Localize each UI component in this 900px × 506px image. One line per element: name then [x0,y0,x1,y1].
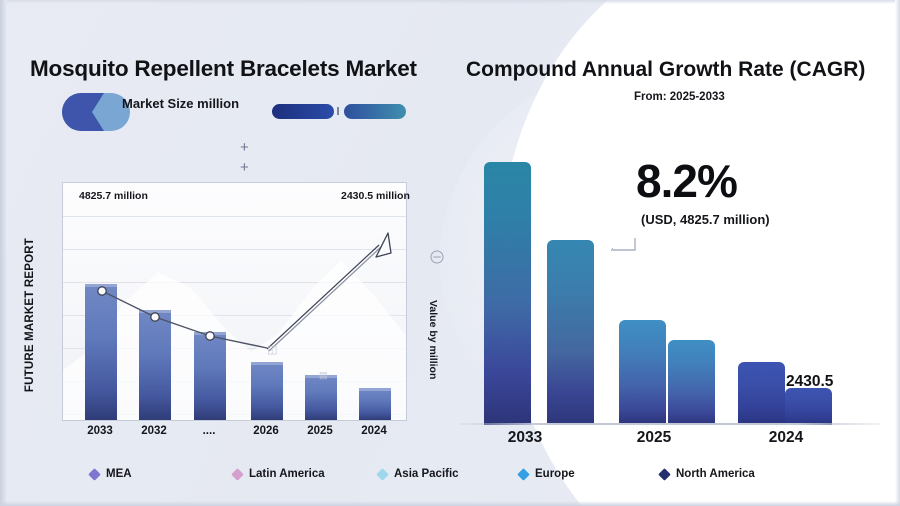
x-tick-2026: 2026 [253,425,279,437]
cagr-period: From: 2025-2033 [634,91,725,103]
legend-pill-dark-icon [272,104,334,119]
plus-icon: + [240,139,249,156]
legend-swatch-icon [517,467,530,481]
bar-2024 [359,388,391,420]
cagr-usd-value: (USD, 4825.7 million) [641,212,770,227]
x-tick-2025: 2025 [307,425,333,437]
edge-right [895,0,900,506]
legend-swatch-icon [376,467,389,481]
cagr-bar-2024b [785,388,832,425]
edge-top [0,0,900,4]
legend-swatch-icon [231,467,244,481]
legend-item-asia-pacific[interactable]: Asia Pacific [376,467,459,481]
x-tick-2032: 2032 [141,425,167,437]
x-tick-2033: 2033 [87,425,113,437]
cagr-bar-2024 [738,362,785,425]
cagr-tick-2033: 2033 [507,429,543,446]
left-chart-y-axis-label: FUTURE MARKET REPORT [24,238,36,393]
split-pill-logo-icon [62,93,130,131]
legend-swatch-icon [88,467,101,481]
cagr-title: Compound Annual Growth Rate (CAGR) [466,58,866,81]
legend-pill-teal-icon [344,104,406,119]
cagr-callout-value: 2430.5 [786,373,834,390]
legend: MEA Latin America Asia Pacific Europe No… [0,464,900,492]
market-size-bar-chart: ◫ ▤ [62,182,407,421]
chart-glyph-icon: ▤ [319,370,328,380]
doc-glyph-icon: ◫ [267,344,278,356]
page-title: Mosquito Repellent Bracelets Market [30,56,417,81]
legend-item-latin-america[interactable]: Latin America [231,467,325,481]
edge-left [0,0,7,506]
legend-label: Europe [535,468,575,480]
cagr-value: 8.2% [636,155,738,207]
legend-pill-separator [337,107,339,115]
legend-label: MEA [106,468,132,480]
cagr-bar-chart [460,150,880,425]
cagr-bar-2025 [619,320,666,425]
market-size-label: Market Size million [122,96,240,111]
edge-bottom [0,501,900,506]
legend-label: Asia Pacific [394,468,459,480]
left-chart-start-value: 4825.7 million [79,190,148,202]
left-chart-end-value: 2430.5 million [341,190,410,202]
legend-item-mea[interactable]: MEA [88,467,132,481]
growth-arrow-icon [97,232,392,352]
legend-label: Latin America [249,468,325,480]
cagr-bar-2025b [668,340,715,425]
x-tick-2024: 2024 [361,425,387,437]
circle-minus-icon [430,250,444,264]
legend-item-europe[interactable]: Europe [517,467,575,481]
cagr-bar-2033b [547,240,594,425]
cagr-axis-line [460,423,880,425]
bar-2032 [139,310,171,420]
bar-2025 [305,375,337,420]
callout-notch [612,248,613,249]
bar-2033 [85,284,117,420]
left-chart-right-axis-label: Value by million [427,300,439,380]
cagr-tick-2025: 2025 [636,429,672,446]
legend-label: North America [676,468,755,480]
bar-2026 [251,362,283,420]
legend-swatch-icon [658,467,671,481]
plus-icon: + [240,159,249,176]
legend-item-north-america[interactable]: North America [658,467,755,481]
cagr-tick-2024: 2024 [768,429,804,446]
x-tick-ellipsis: .... [202,425,216,437]
cagr-bar-2033 [484,162,531,425]
